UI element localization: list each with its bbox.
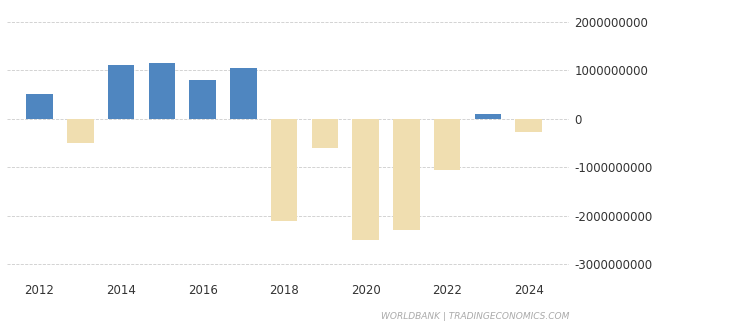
Bar	[26, 94, 53, 119]
Bar	[353, 119, 379, 240]
Bar	[149, 63, 175, 119]
Text: WORLDBANK | TRADINGECONOMICS.COM: WORLDBANK | TRADINGECONOMICS.COM	[381, 312, 569, 321]
Bar	[312, 119, 338, 148]
Bar	[474, 114, 501, 119]
Bar	[434, 119, 461, 170]
Bar	[108, 65, 134, 119]
Bar	[393, 119, 420, 230]
Bar	[271, 119, 297, 221]
Bar	[189, 80, 216, 119]
Bar	[515, 119, 542, 132]
Bar	[67, 119, 93, 143]
Bar	[230, 68, 256, 119]
